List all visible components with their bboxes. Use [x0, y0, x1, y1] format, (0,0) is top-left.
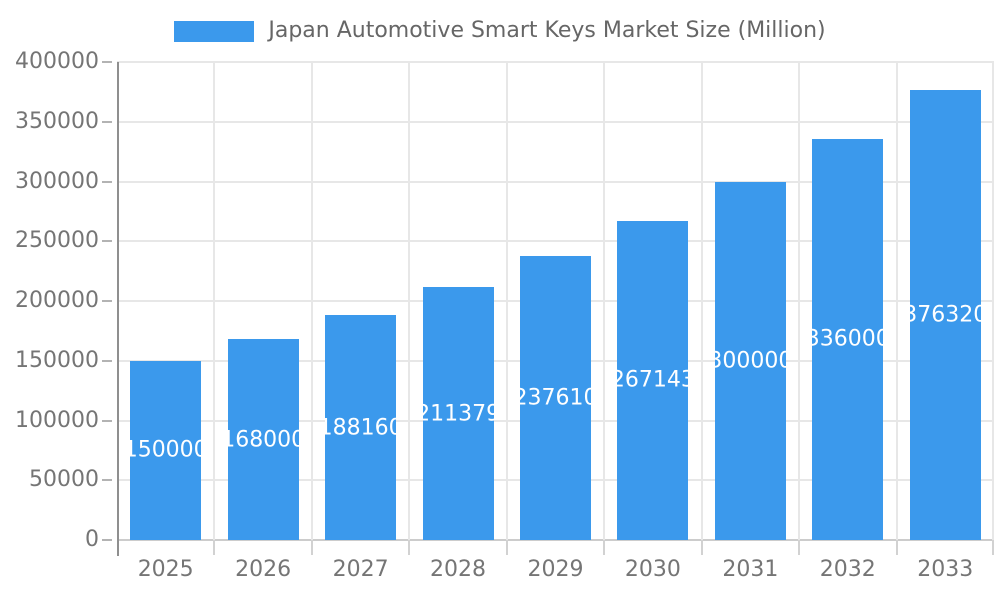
bar-value-label: 150000 [130, 437, 202, 463]
x-axis-tick-label: 2025 [137, 557, 194, 582]
x-axis-tick-label: 2031 [722, 557, 779, 582]
bar-2028[interactable]: 211379 [422, 287, 494, 540]
x-axis-labels: 2025 2026 2027 2028 2029 2030 2031 2032 2033 [117, 556, 994, 588]
x-axis-tick [311, 540, 313, 555]
y-axis-tick-label: 150000 [15, 347, 99, 373]
y-axis-tick-label: 100000 [15, 407, 99, 433]
y-axis-tick [102, 479, 112, 482]
bar-value-label: 267143 [617, 367, 689, 393]
y-axis-tick [102, 61, 112, 63]
y-axis-tick-label: 400000 [15, 49, 99, 74]
x-axis-tick [603, 540, 605, 555]
bar-2025[interactable]: 150000 [130, 360, 202, 540]
bar-2033[interactable]: 376320 [909, 90, 981, 540]
gridline-vertical [603, 62, 605, 540]
gridline-vertical [408, 62, 410, 540]
gridline-vertical [506, 62, 508, 540]
bar-2029[interactable]: 237610 [520, 256, 591, 540]
x-axis-tick [798, 540, 800, 555]
chart-legend: Japan Automotive Smart Keys Market Size … [0, 14, 1000, 48]
bar-value-label: 376320 [909, 302, 981, 328]
y-axis-line [117, 62, 119, 556]
x-axis-tick-label: 2026 [235, 557, 292, 582]
x-axis-line [117, 539, 994, 541]
gridline-horizontal [117, 180, 994, 183]
x-axis-tick-label: 2027 [332, 557, 389, 582]
y-axis-tick [102, 539, 112, 541]
x-axis-tick [992, 540, 994, 555]
bar-value-label: 211379 [422, 401, 494, 427]
x-axis-tick [408, 540, 410, 555]
bar-value-label: 300000 [714, 348, 786, 374]
legend-swatch[interactable] [174, 20, 255, 42]
x-axis-tick [213, 540, 215, 555]
y-axis-tick-label: 0 [85, 527, 99, 552]
x-axis-tick [896, 540, 898, 555]
y-axis-tick [102, 300, 112, 302]
y-axis-tick [102, 120, 112, 123]
bar-value-label: 237610 [520, 385, 591, 411]
x-axis-tick-label: 2032 [819, 557, 876, 582]
x-axis-tick-label: 2028 [429, 557, 486, 582]
bar-chart-plot-area: 150000 168000 188160 211379 237610 267143 3000… [102, 61, 994, 556]
y-axis-tick [102, 419, 112, 422]
gridline-vertical [701, 62, 703, 540]
y-axis-tick-label: 300000 [15, 168, 99, 194]
y-axis-tick-label: 350000 [15, 108, 99, 134]
bar-value-label: 336000 [812, 326, 884, 352]
y-axis-labels: 0 50000 100000 150000 200000 250000 300000 3500… [0, 49, 99, 552]
y-axis-tick [102, 180, 112, 183]
x-axis-tick-label: 2033 [917, 557, 974, 582]
y-axis-tick-label: 250000 [15, 228, 99, 254]
x-axis-tick-label: 2029 [527, 557, 584, 582]
gridline-horizontal [117, 61, 994, 63]
x-axis-tick-label: 2030 [624, 557, 681, 582]
bar-2030[interactable]: 267143 [617, 220, 689, 540]
x-axis-tick [117, 540, 119, 555]
y-axis-tick [102, 240, 112, 243]
y-axis-tick [102, 359, 112, 362]
gridline-vertical [798, 62, 800, 540]
gridline-horizontal [117, 240, 994, 243]
gridline-horizontal [117, 120, 994, 123]
bar-value-label: 188160 [325, 415, 397, 441]
gridline-vertical [992, 62, 994, 540]
y-axis-tick-label: 200000 [15, 288, 99, 313]
legend-label[interactable]: Japan Automotive Smart Keys Market Size … [268, 18, 826, 43]
x-axis-tick [506, 540, 508, 555]
bar-value-label: 168000 [227, 427, 299, 453]
bar-2027[interactable]: 188160 [325, 315, 397, 540]
bar-2031[interactable]: 300000 [714, 181, 786, 540]
gridline-vertical [311, 62, 313, 540]
y-axis-tick-label: 50000 [29, 467, 99, 493]
x-axis-tick [701, 540, 703, 555]
bar-2032[interactable]: 336000 [812, 138, 884, 540]
bar-2026[interactable]: 168000 [227, 339, 299, 540]
gridline-vertical [896, 62, 898, 540]
gridline-vertical [213, 62, 215, 540]
